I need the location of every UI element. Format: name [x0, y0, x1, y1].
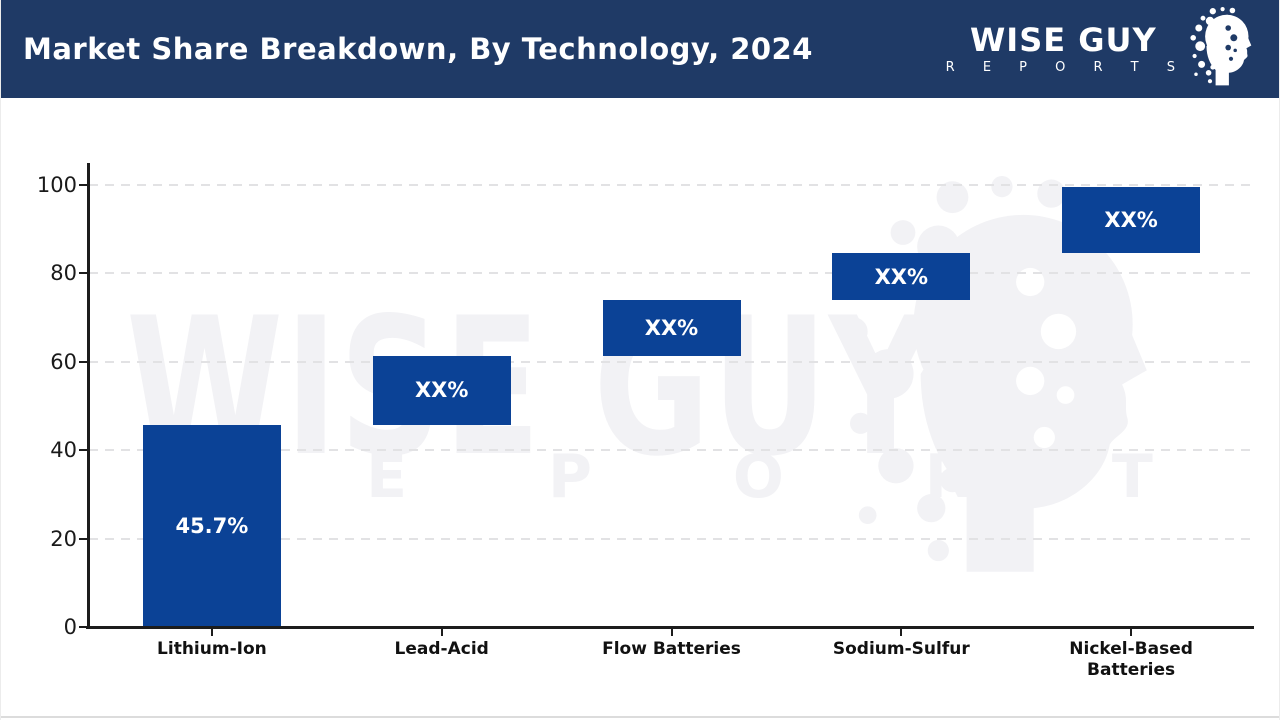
wiseguy-logo: WISE GUY R E P O R T S — [940, 7, 1259, 91]
chart-title: Market Share Breakdown, By Technology, 2… — [23, 32, 813, 66]
y-axis-tick-0 — [79, 626, 87, 628]
gridline-20 — [89, 537, 1254, 540]
bar-value-label: 45.7% — [175, 513, 249, 538]
gridline-80 — [89, 272, 1254, 275]
gridline-60 — [89, 360, 1254, 363]
y-axis-tick-80 — [79, 272, 87, 275]
x-axis-category-label: Lithium-Ion — [157, 639, 267, 659]
x-axis-tick-5 — [1130, 629, 1133, 636]
gridline-40 — [89, 449, 1254, 452]
y-axis-tick-label: 60 — [50, 349, 77, 374]
x-axis-tick-4 — [900, 629, 903, 636]
bar-value-label: XX% — [644, 316, 699, 341]
bar-value-label: XX% — [1104, 208, 1158, 233]
x-axis-tick-3 — [670, 629, 673, 636]
x-axis-category-label: Flow Batteries — [602, 639, 741, 659]
x-axis-line — [86, 626, 1254, 629]
waterfall-bar-1 — [142, 424, 281, 627]
logo-subtext: R E P O R T S — [945, 59, 1187, 75]
x-axis-category-label: Sodium-Sulfur — [832, 639, 970, 659]
gridline-100 — [89, 183, 1254, 186]
header-banner: Market Share Breakdown, By Technology, 2… — [1, 0, 1279, 98]
y-axis-tick-20 — [79, 537, 87, 540]
waterfall-bar-4 — [832, 253, 971, 301]
waterfall-bar-3 — [602, 300, 741, 356]
waterfall-bar-2 — [372, 355, 511, 425]
waterfall-bar-5 — [1062, 187, 1201, 254]
y-axis-tick-60 — [79, 360, 87, 363]
y-axis-tick-label: 40 — [50, 438, 77, 463]
bar-value-label: XX% — [414, 378, 469, 403]
y-axis-tick-label: 0 — [63, 615, 77, 639]
x-axis-category-label: Nickel-Based Batteries — [1069, 639, 1193, 680]
y-axis-tick-100 — [79, 183, 87, 186]
y-axis-tick-label: 100 — [36, 172, 77, 197]
x-axis-tick-2 — [440, 629, 443, 636]
logo-wordmark: WISE GUY — [969, 20, 1157, 59]
x-axis-tick-1 — [210, 629, 213, 636]
page-bottom-border — [1, 716, 1279, 718]
y-axis-tick-label: 80 — [50, 261, 77, 286]
wiseguy-head-icon — [1189, 7, 1259, 91]
y-axis-line — [87, 163, 90, 629]
bar-value-label: XX% — [874, 264, 929, 289]
x-axis-category-label: Lead-Acid — [394, 639, 489, 659]
y-axis-tick-label: 20 — [50, 526, 77, 551]
logo-text: WISE GUY R E P O R T S — [940, 24, 1187, 75]
y-axis-tick-40 — [79, 449, 87, 452]
